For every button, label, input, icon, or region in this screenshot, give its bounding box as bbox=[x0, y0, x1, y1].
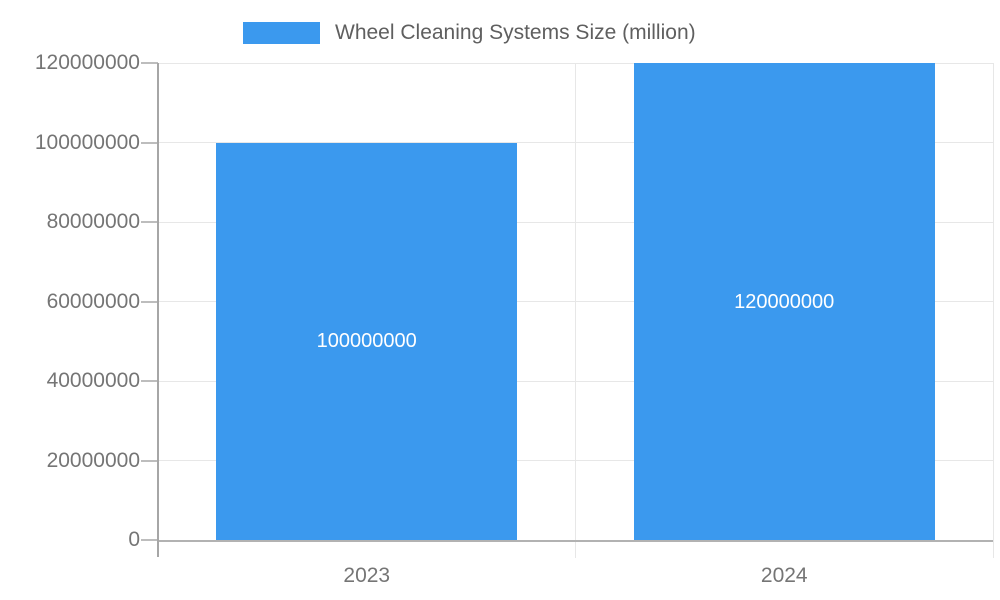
x-gridline bbox=[992, 63, 994, 558]
y-axis-tick-label: 100000000 bbox=[34, 130, 140, 154]
y-axis-tick-label: 120000000 bbox=[34, 51, 140, 74]
y-axis-tick-label: 40000000 bbox=[46, 369, 140, 392]
bar-2024[interactable] bbox=[633, 63, 935, 540]
x-axis-tick-label: 2024 bbox=[760, 564, 808, 587]
legend-label: Wheel Cleaning Systems Size (million) bbox=[335, 21, 696, 44]
legend-item[interactable]: Wheel Cleaning Systems Size (million) bbox=[243, 22, 696, 44]
y-axis-tick-label: 0 bbox=[128, 528, 140, 551]
y-tick-mark bbox=[141, 459, 158, 462]
y-tick-mark bbox=[141, 221, 158, 223]
y-axis-tick-label: 60000000 bbox=[46, 289, 140, 313]
x-gridline bbox=[575, 63, 576, 558]
x-axis-baseline bbox=[158, 539, 993, 542]
y-tick-mark bbox=[141, 62, 158, 64]
y-tick-mark bbox=[141, 300, 158, 303]
bar-2023[interactable] bbox=[216, 142, 518, 540]
y-axis-line bbox=[157, 63, 159, 557]
y-axis-tick-label: 20000000 bbox=[46, 448, 140, 472]
y-tick-mark bbox=[141, 141, 158, 144]
y-tick-mark bbox=[141, 380, 158, 382]
y-tick-mark bbox=[141, 539, 158, 541]
y-axis-tick-label: 80000000 bbox=[46, 210, 140, 233]
x-axis-tick-label: 2023 bbox=[343, 564, 391, 587]
legend-swatch bbox=[243, 22, 320, 44]
